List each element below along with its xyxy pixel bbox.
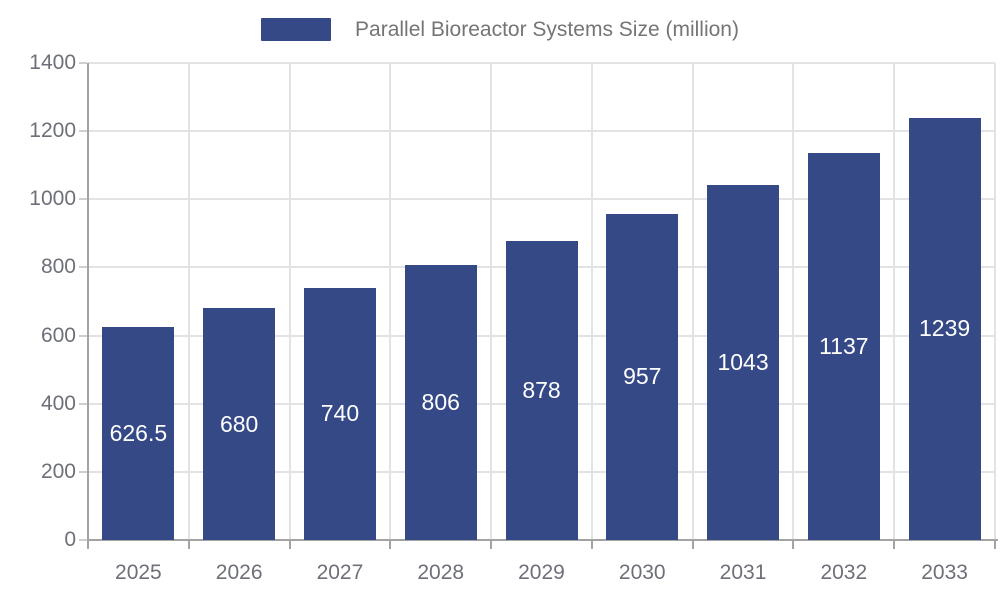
bar[interactable]: 1239 bbox=[908, 117, 981, 540]
y-axis-tick bbox=[79, 198, 87, 201]
bar[interactable]: 1043 bbox=[707, 184, 780, 540]
y-tick-label: 1200 bbox=[29, 119, 76, 143]
x-tick-label: 2029 bbox=[518, 561, 565, 584]
x-axis-tick bbox=[792, 541, 795, 549]
legend-swatch bbox=[261, 18, 332, 41]
bar[interactable]: 1137 bbox=[807, 152, 880, 540]
x-tick-label: 2025 bbox=[115, 561, 162, 584]
bar[interactable]: 626.5 bbox=[102, 326, 175, 540]
gridline-vertical bbox=[691, 63, 694, 540]
bar-value-label: 957 bbox=[623, 363, 662, 390]
y-tick-label: 400 bbox=[40, 391, 76, 415]
x-axis-tick bbox=[691, 541, 694, 549]
y-axis-tick bbox=[79, 130, 87, 133]
y-tick-label: 1400 bbox=[29, 51, 76, 74]
bar[interactable]: 740 bbox=[303, 287, 376, 540]
gridline-vertical bbox=[590, 63, 593, 540]
x-tick-label: 2026 bbox=[215, 561, 263, 584]
x-axis-tick bbox=[187, 541, 190, 549]
x-tick-label: 2030 bbox=[618, 561, 666, 584]
x-axis-tick bbox=[590, 541, 593, 549]
x-axis-tick bbox=[490, 541, 493, 549]
y-tick-label: 1000 bbox=[29, 187, 76, 211]
bar-value-label: 1239 bbox=[919, 315, 971, 342]
x-axis-tick bbox=[389, 541, 392, 549]
x-axis-tick bbox=[893, 541, 896, 549]
y-axis-tick bbox=[79, 539, 87, 541]
bar-value-label: 806 bbox=[421, 389, 460, 416]
gridline-vertical bbox=[490, 63, 493, 540]
gridline-vertical bbox=[792, 63, 795, 540]
x-tick-label: 2032 bbox=[820, 561, 868, 584]
bar[interactable]: 957 bbox=[606, 213, 679, 540]
gridline-vertical bbox=[288, 63, 291, 540]
gridline-horizontal bbox=[88, 130, 995, 133]
y-tick-label: 800 bbox=[40, 255, 76, 279]
bar-value-label: 680 bbox=[219, 410, 259, 437]
x-axis-tick bbox=[87, 541, 89, 549]
y-axis-tick bbox=[79, 266, 87, 269]
x-tick-label: 2033 bbox=[921, 561, 968, 584]
y-tick-label: 200 bbox=[40, 459, 76, 483]
y-tick-label: 600 bbox=[40, 323, 76, 347]
x-tick-label: 2028 bbox=[417, 561, 465, 584]
bar-value-label: 1043 bbox=[717, 348, 769, 375]
bar[interactable]: 680 bbox=[203, 308, 276, 540]
y-axis-tick bbox=[79, 334, 87, 337]
bar-value-label: 878 bbox=[522, 376, 561, 403]
x-axis-tick bbox=[994, 541, 996, 549]
y-axis-tick bbox=[79, 62, 87, 64]
bar-value-label: 626.5 bbox=[109, 419, 168, 446]
y-axis-line bbox=[87, 63, 89, 541]
gridline-horizontal bbox=[88, 62, 995, 64]
x-axis-line bbox=[87, 539, 998, 541]
y-axis-tick bbox=[79, 470, 87, 473]
bar-value-label: 1137 bbox=[819, 332, 869, 359]
gridline-vertical bbox=[994, 63, 996, 540]
gridline-horizontal bbox=[88, 198, 995, 201]
y-axis-tick bbox=[79, 402, 87, 405]
x-tick-label: 2031 bbox=[719, 561, 767, 584]
legend-label: Parallel Bioreactor Systems Size (millio… bbox=[355, 18, 739, 41]
x-axis-tick bbox=[288, 541, 291, 549]
gridline-vertical bbox=[389, 63, 392, 540]
bar[interactable]: 806 bbox=[404, 265, 477, 540]
chart-legend[interactable]: Parallel Bioreactor Systems Size (millio… bbox=[0, 18, 1000, 41]
y-tick-label: 0 bbox=[64, 528, 76, 551]
gridline-vertical bbox=[187, 63, 190, 540]
bar[interactable]: 878 bbox=[505, 240, 578, 540]
x-tick-label: 2027 bbox=[316, 561, 364, 584]
gridline-vertical bbox=[893, 63, 896, 540]
bar-value-label: 740 bbox=[320, 400, 360, 427]
